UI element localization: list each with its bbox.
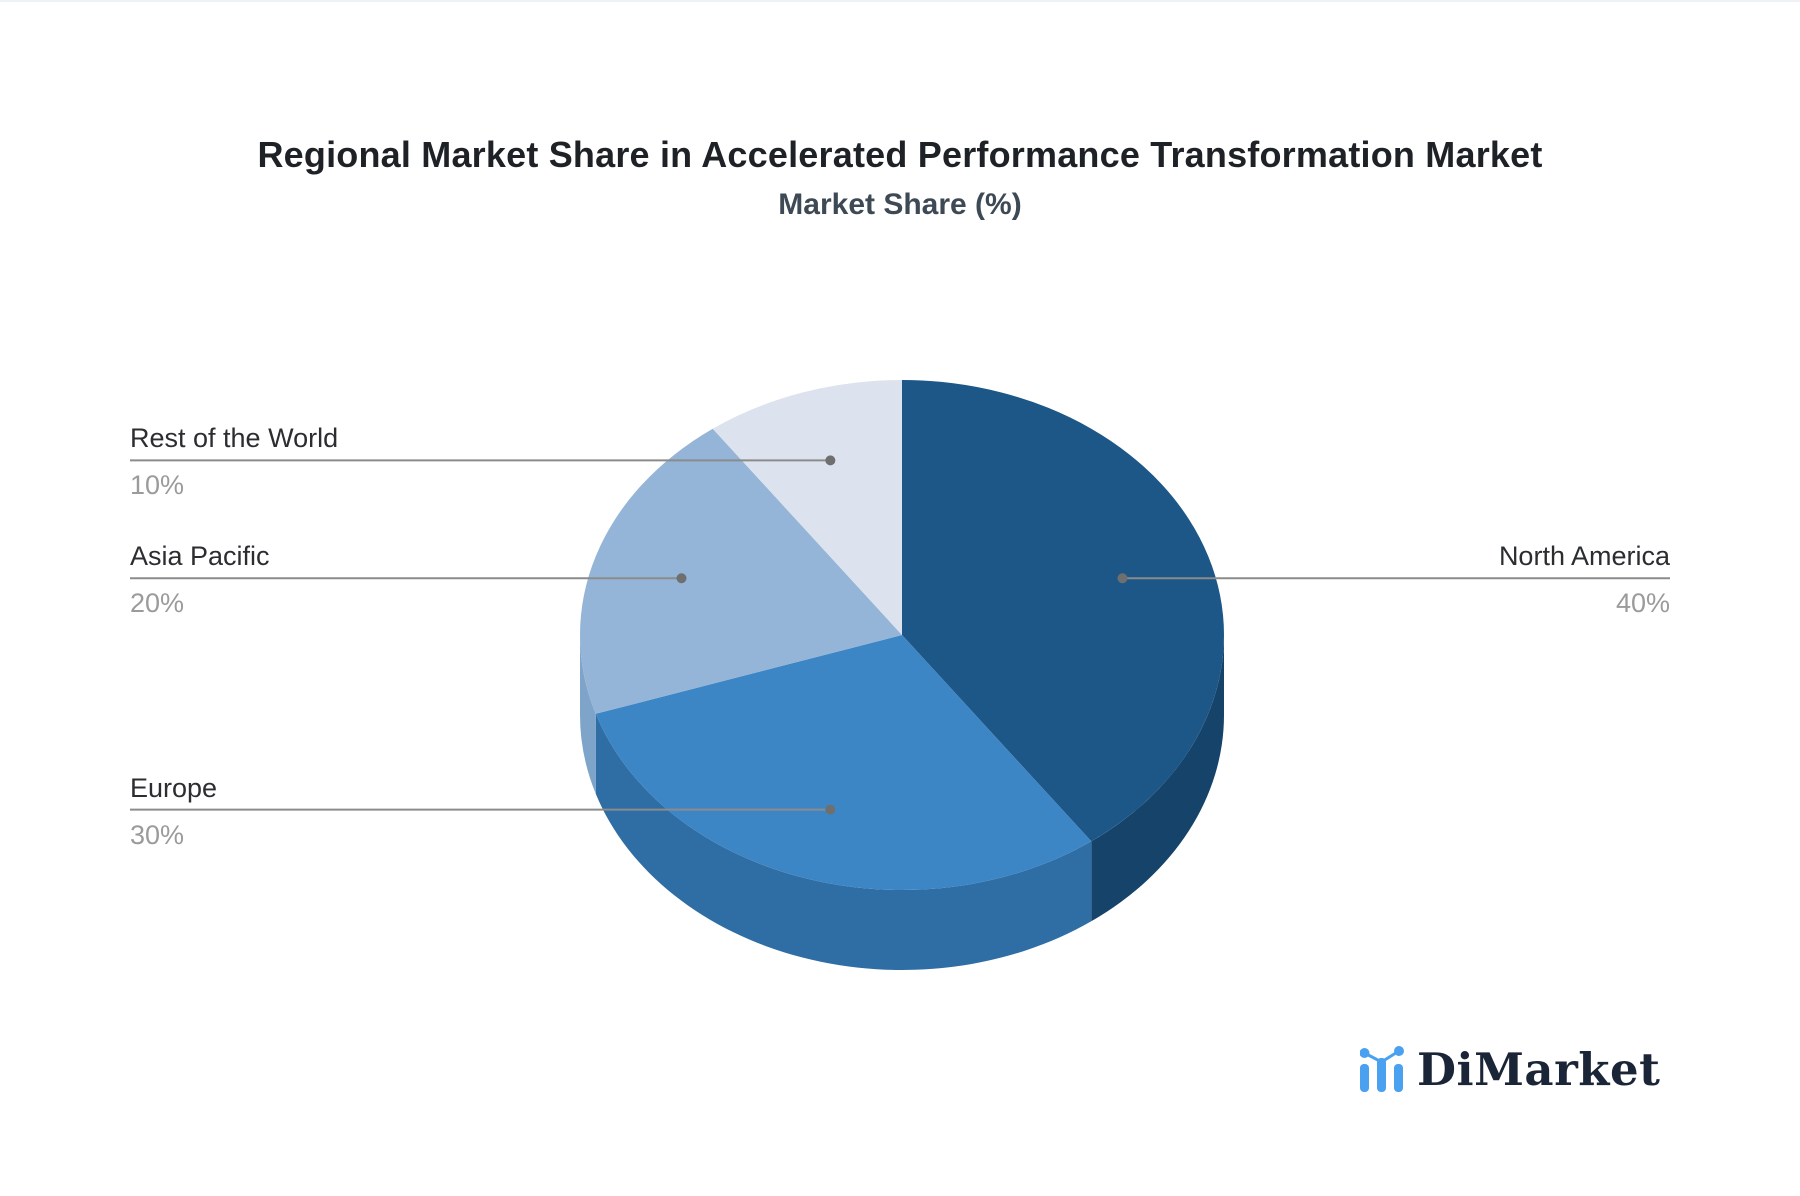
- callout-value-rest-of-the-world: 10%: [130, 470, 185, 501]
- callout-label-europe: Europe: [130, 772, 218, 803]
- pie-slice-europe: [595, 635, 1092, 890]
- chart-subtitle: Market Share (%): [778, 188, 1022, 221]
- pie-slice-asia-pacific: [580, 428, 902, 714]
- brand-logo: DiMarket: [1360, 1042, 1680, 1102]
- pie-slice-side-europe: [595, 713, 1092, 970]
- callout-label-rest-of-the-world: Rest of the World: [130, 423, 339, 454]
- pie-slice-north-america: [902, 380, 1225, 842]
- brand-name: DiMarket: [1417, 1043, 1661, 1096]
- callout-value-north-america: 40%: [1615, 588, 1670, 619]
- callout-dot-rest-of-the-world: [825, 455, 836, 466]
- callout-value-asia-pacific: 20%: [130, 588, 185, 619]
- chart-title: Regional Market Share in Accelerated Per…: [257, 134, 1543, 175]
- callout-dot-north-america: [1117, 573, 1128, 584]
- bar-line-chart-icon: [1360, 1046, 1404, 1092]
- pie-slice-side-north-america: [1091, 635, 1224, 922]
- callout-value-europe: 30%: [130, 819, 185, 850]
- pie-slice-side-asia-pacific: [580, 635, 596, 794]
- callout-label-asia-pacific: Asia Pacific: [130, 541, 270, 572]
- callout-label-north-america: North America: [1498, 541, 1670, 572]
- callout-dot-asia-pacific: [676, 573, 687, 584]
- pie-slice-rest-of-the-world: [712, 380, 902, 635]
- callout-dot-europe: [825, 804, 836, 815]
